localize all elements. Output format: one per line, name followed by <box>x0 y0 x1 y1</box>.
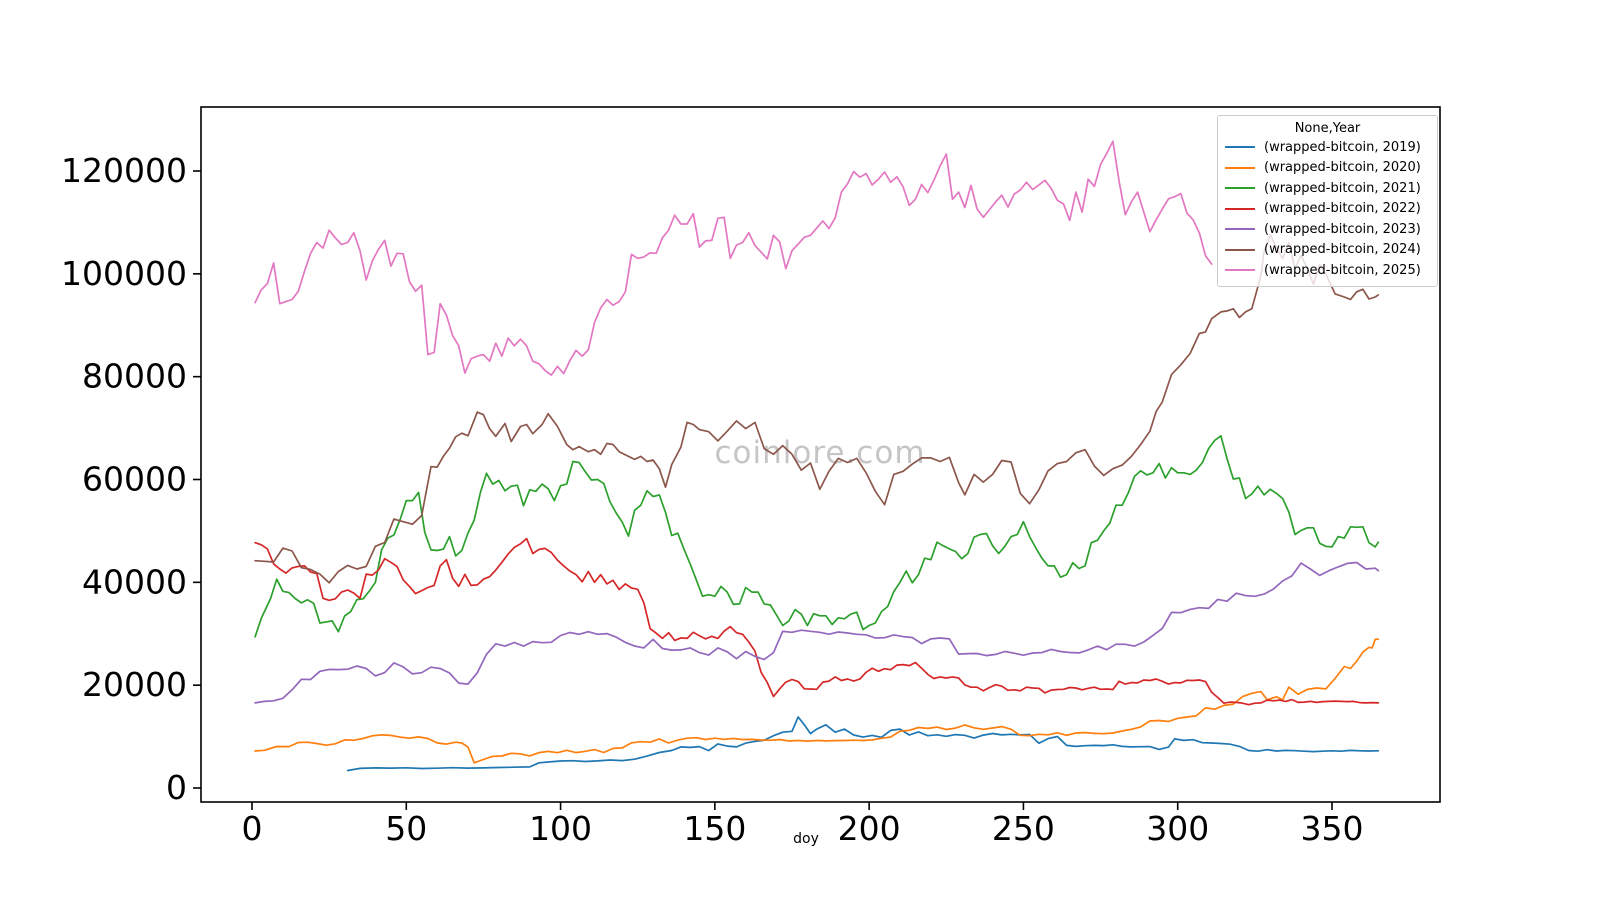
legend-item-label: (wrapped-bitcoin, 2022) <box>1264 201 1421 217</box>
series-line-2021 <box>254 434 1380 638</box>
legend-item-label: (wrapped-bitcoin, 2024) <box>1264 242 1421 258</box>
legend-item-2023[interactable]: (wrapped-bitcoin, 2023) <box>1218 219 1437 240</box>
y-tick-label: 100000 <box>61 254 187 293</box>
legend-line-sample <box>1225 269 1255 272</box>
series-line-2025 <box>254 140 1213 376</box>
x-axis-label: doy <box>793 831 819 847</box>
series-line-2020 <box>254 638 1380 764</box>
y-tick-label: 60000 <box>82 459 187 498</box>
legend-item-label: (wrapped-bitcoin, 2021) <box>1264 180 1421 196</box>
x-tick-label: 250 <box>992 809 1055 848</box>
x-tick-label: 350 <box>1300 809 1363 848</box>
series-line-2024 <box>254 233 1380 584</box>
legend[interactable]: None,Year (wrapped-bitcoin, 2019) (wrappe… <box>1217 115 1438 287</box>
watermark: coinlore.com <box>714 435 926 471</box>
legend-line-sample <box>1225 146 1255 149</box>
y-tick-label: 80000 <box>82 357 187 396</box>
y-tick-label: 40000 <box>82 562 187 601</box>
series-line-2023 <box>254 561 1380 704</box>
y-tick-label: 20000 <box>82 665 187 704</box>
series-line-2019 <box>346 716 1380 772</box>
legend-item-label: (wrapped-bitcoin, 2019) <box>1264 139 1421 155</box>
legend-line-sample <box>1225 248 1255 251</box>
legend-item-2020[interactable]: (wrapped-bitcoin, 2020) <box>1218 158 1437 179</box>
y-tick-label: 120000 <box>61 151 187 190</box>
legend-title: None,Year <box>1294 121 1361 136</box>
legend-item-2022[interactable]: (wrapped-bitcoin, 2022) <box>1218 199 1437 220</box>
legend-line-sample <box>1225 166 1255 169</box>
y-tick-label: 0 <box>166 768 187 807</box>
x-tick-label: 100 <box>529 809 592 848</box>
legend-line-sample <box>1225 228 1255 231</box>
legend-item-2025[interactable]: (wrapped-bitcoin, 2025) <box>1218 260 1437 281</box>
legend-items: (wrapped-bitcoin, 2019) (wrapped-bitcoin,… <box>1218 137 1437 281</box>
series-line-2022 <box>254 537 1380 706</box>
x-tick-label: 300 <box>1146 809 1209 848</box>
legend-item-label: (wrapped-bitcoin, 2023) <box>1264 221 1421 237</box>
legend-item-2024[interactable]: (wrapped-bitcoin, 2024) <box>1218 240 1437 261</box>
legend-line-sample <box>1225 187 1255 190</box>
plot-frame <box>200 106 1441 803</box>
x-tick-label: 150 <box>683 809 746 848</box>
legend-item-2021[interactable]: (wrapped-bitcoin, 2021) <box>1218 178 1437 199</box>
x-tick-label: 200 <box>838 809 901 848</box>
legend-line-sample <box>1225 207 1255 210</box>
x-tick-label: 50 <box>385 809 427 848</box>
legend-item-2019[interactable]: (wrapped-bitcoin, 2019) <box>1218 137 1437 158</box>
legend-item-label: (wrapped-bitcoin, 2020) <box>1264 160 1421 176</box>
x-tick-label: 0 <box>242 809 263 848</box>
legend-item-label: (wrapped-bitcoin, 2025) <box>1264 262 1421 278</box>
